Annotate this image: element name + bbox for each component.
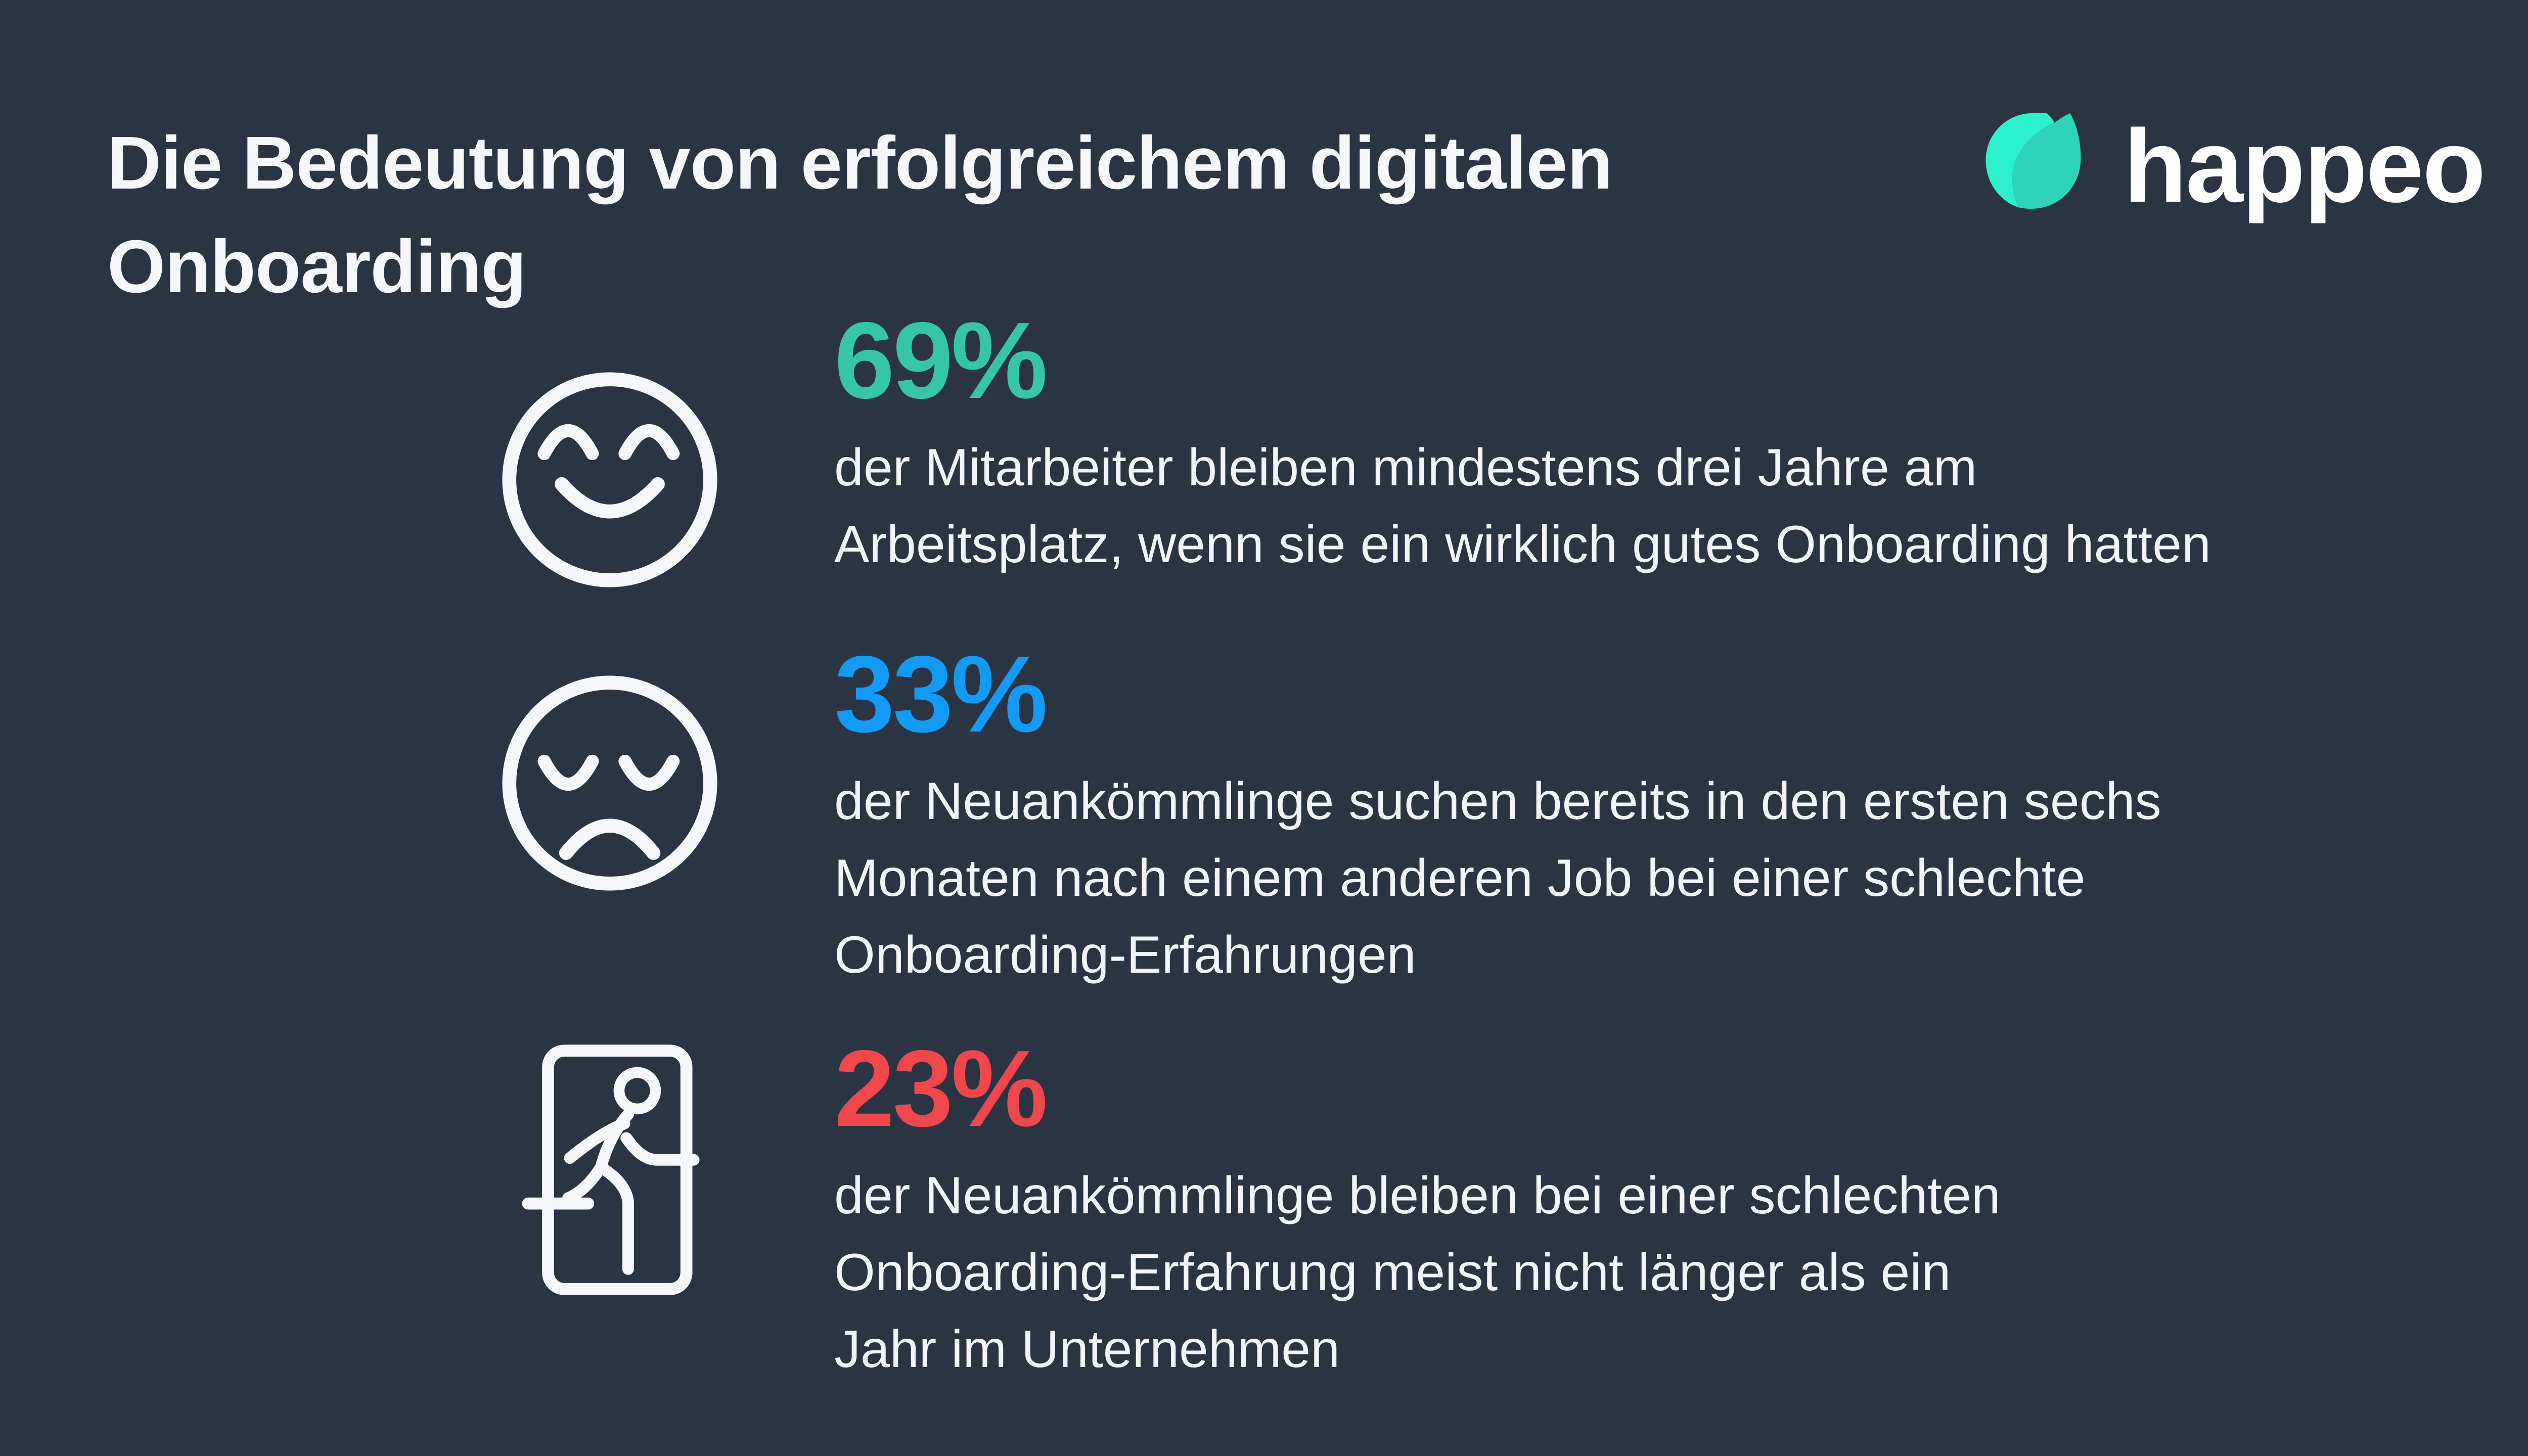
leaf-back-petal (2012, 113, 2081, 209)
stat-description: der Mitarbeiter bleiben mindestens drei … (834, 429, 2211, 583)
stat-desc-line: Jahr im Unternehmen (834, 1320, 1340, 1379)
stat-desc-line: der Neuankömmlinge bleiben bei einer sch… (834, 1166, 2001, 1225)
stat-desc-line: Onboarding-Erfahrung meist nicht länger … (834, 1243, 1951, 1302)
happeo-leaf-icon (1985, 113, 2081, 209)
happeo-logo: happeo (1981, 108, 2486, 224)
stat-value: 33% (834, 633, 1048, 755)
stat-description: der Neuankömmlinge suchen bereits in den… (834, 763, 2161, 993)
happeo-wordmark: happeo (2124, 108, 2486, 224)
happy-face-icon (502, 372, 717, 587)
stat-value: 23% (834, 1027, 1048, 1149)
title-line-2: Onboarding (107, 225, 527, 308)
title-line-1: Die Bedeutung von erfolgreichem digitale… (107, 121, 1613, 205)
stat-desc-line: Onboarding-Erfahrungen (834, 926, 1416, 984)
stat-desc-line: Monaten nach einem anderen Job bei einer… (834, 849, 2086, 907)
leaf-front-petal (1985, 113, 2055, 207)
exit-door-icon (522, 1044, 700, 1295)
sad-face-icon (502, 675, 717, 891)
stat-desc-line: Arbeitsplatz, wenn sie ein wirklich gute… (834, 515, 2211, 574)
stat-description: der Neuankömmlinge bleiben bei einer sch… (834, 1157, 2001, 1388)
stat-job-search: 33% der Neuankömmlinge suchen bereits in… (834, 637, 2161, 993)
page-title: Die Bedeutung von erfolgreichem digitale… (107, 111, 1613, 318)
stat-value: 69% (834, 299, 1048, 421)
stat-good-onboarding: 69% der Mitarbeiter bleiben mindestens d… (834, 303, 2211, 583)
stat-turnover: 23% der Neuankömmlinge bleiben bei einer… (834, 1031, 2001, 1388)
stat-desc-line: der Mitarbeiter bleiben mindestens drei … (834, 438, 1977, 497)
stat-desc-line: der Neuankömmlinge suchen bereits in den… (834, 772, 2161, 831)
